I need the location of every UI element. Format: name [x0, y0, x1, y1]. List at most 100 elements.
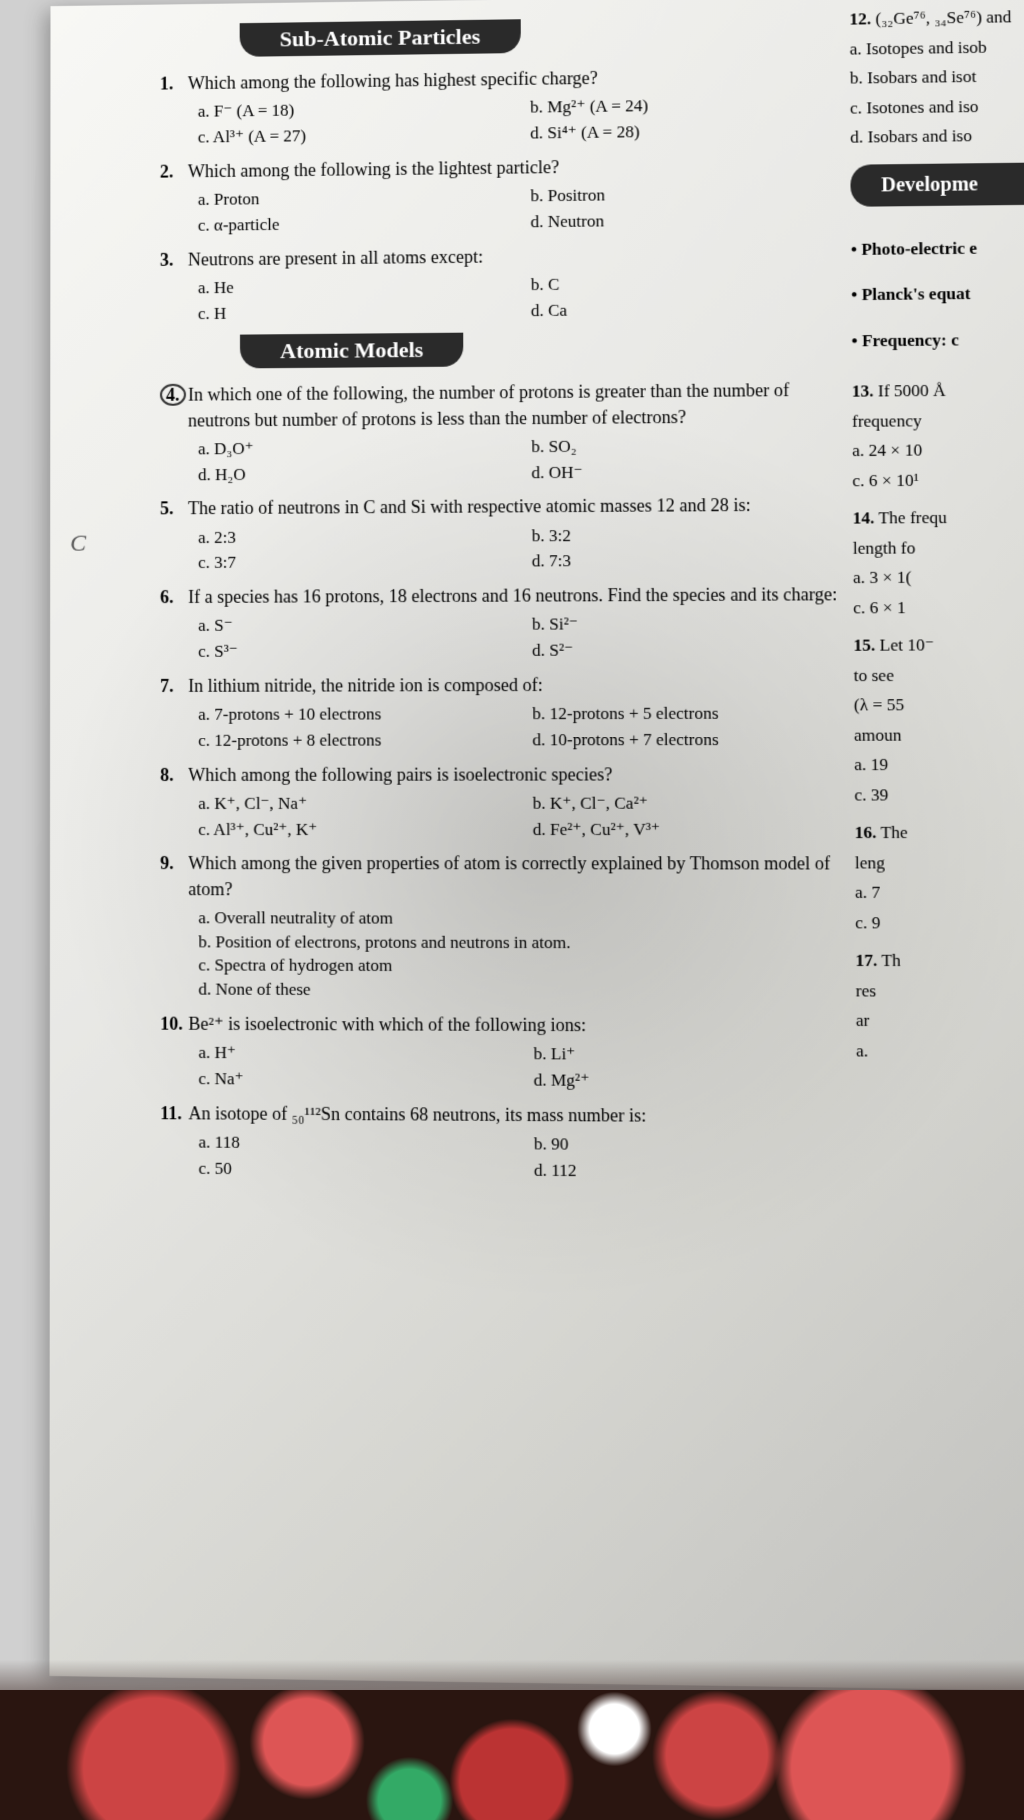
option-a: a. 118 — [198, 1130, 513, 1156]
question-17: 17. Th — [855, 948, 1024, 974]
option-d: d. S²⁻ — [532, 638, 849, 663]
q-text: Which among the given properties of atom… — [188, 851, 851, 902]
question-7: 7. In lithium nitride, the nitride ion i… — [160, 672, 850, 753]
question-6: 6. If a species has 16 protons, 18 elect… — [160, 582, 849, 664]
option-d: d. None of these — [198, 978, 851, 1004]
option-b: b. Si²⁻ — [532, 612, 849, 637]
q-text: Neutrons are present in all atoms except… — [188, 241, 847, 273]
option-a: a. S⁻ — [198, 613, 512, 638]
option-d: d. Ca — [531, 296, 847, 323]
q-number: 9. — [160, 851, 188, 1001]
option-a: a. Proton — [198, 185, 510, 212]
option-a: a. D₃O⁺ — [198, 435, 511, 461]
option-b: b. C — [531, 270, 847, 297]
question-10: 10. Be²⁺ is isoelectronic with which of … — [160, 1012, 852, 1094]
option-a: a. Overall neutrality of atom — [198, 906, 851, 931]
q15-sub3: amoun — [854, 722, 1024, 748]
q15-opt-c: c. 39 — [854, 782, 1024, 808]
q-number: 3. — [160, 247, 188, 325]
q17-sub: res — [856, 978, 1024, 1004]
bullet-photoelectric: • Photo-electric e — [851, 234, 1024, 261]
option-c: c. S³⁻ — [198, 639, 512, 664]
option-a: a. F⁻ (A = 18) — [198, 96, 510, 124]
option-d: d. Fe²⁺, Cu²⁺, V³⁺ — [533, 817, 851, 841]
option-d1: d. H₂O — [198, 461, 511, 487]
margin-annotation: C — [70, 531, 86, 558]
q12-opt-d: d. Isobars and iso — [850, 122, 1024, 150]
q14-opt-c: c. 6 × 1 — [853, 594, 1024, 621]
q-text: Which among the following has highest sp… — [188, 63, 846, 97]
q16-sub: leng — [855, 850, 1024, 876]
option-c: c. Na⁺ — [198, 1067, 513, 1092]
question-3: 3. Neutrons are present in all atoms exc… — [160, 241, 847, 326]
q13-opt-a: a. 24 × 10 — [852, 437, 1024, 464]
option-c: c. α-particle — [198, 210, 510, 237]
option-b: b. SO₂ — [531, 433, 848, 459]
option-d: d. Si⁴⁺ (A = 28) — [530, 118, 846, 146]
option-c: c. Al³⁺ (A = 27) — [198, 122, 510, 149]
question-2: 2. Which among the following is the ligh… — [160, 152, 847, 238]
option-b: b. 12-protons + 5 electrons — [532, 701, 850, 726]
main-column: Sub-Atomic Particles 1. Which among the … — [160, 15, 853, 1185]
option-c: c. 3:7 — [198, 550, 511, 575]
q-number: 10. — [160, 1012, 188, 1091]
question-4: 4. In which one of the following, the nu… — [160, 378, 848, 487]
q12-opt-b: b. Isobars and isot — [850, 63, 1024, 91]
option-d: d. 10-protons + 7 electrons — [532, 727, 850, 752]
bullet-planck: • Planck's equat — [851, 280, 1024, 307]
option-b: b. Position of electrons, protons and ne… — [198, 930, 851, 955]
option-a: a. 2:3 — [198, 524, 511, 549]
question-12: 12. (₃₂Ge⁷⁶, ₃₄Se⁷⁶) and — [849, 4, 1024, 32]
q13-opt-c: c. 6 × 10¹ — [852, 466, 1024, 493]
option-b: b. 3:2 — [532, 522, 849, 548]
q-number: 6. — [160, 585, 188, 664]
option-c: c. 12-protons + 8 electrons — [198, 728, 512, 752]
option-b: b. K⁺, Cl⁻, Ca²⁺ — [533, 791, 851, 815]
option-c: c. H — [198, 299, 511, 326]
q17-sub2: ar — [856, 1008, 1024, 1035]
section-header-subatomic: Sub-Atomic Particles — [240, 19, 521, 57]
question-15: 15. Let 10⁻ — [853, 632, 1024, 658]
section-header-atomic-models: Atomic Models — [240, 333, 464, 369]
q13-sub: frequency — [852, 407, 1024, 434]
q-number: 8. — [160, 763, 188, 842]
question-9: 9. Which among the given properties of a… — [160, 851, 851, 1003]
option-d: d. Neutron — [530, 207, 846, 234]
q-number: 7. — [160, 674, 188, 753]
worksheet-page: C Sub-Atomic Particles 1. Which among th… — [49, 0, 1024, 1691]
question-14: 14. The frequ — [853, 504, 1024, 531]
q15-sub2: (λ = 55 — [854, 692, 1024, 718]
section-header-development: Developme — [850, 162, 1024, 206]
option-b: b. Mg²⁺ (A = 24) — [530, 92, 846, 120]
option-d: d. 112 — [534, 1158, 853, 1184]
q-text: In lithium nitride, the nitride ion is c… — [188, 672, 850, 699]
option-b: b. 90 — [534, 1132, 853, 1158]
option-c: c. Al³⁺, Cu²⁺, K⁺ — [198, 818, 512, 842]
question-5: 5. The ratio of neutrons in C and Si wit… — [160, 493, 849, 576]
q-number: 1. — [160, 71, 188, 149]
q-text: The ratio of neutrons in C and Si with r… — [188, 493, 848, 522]
bullet-frequency: • Frequency: c — [851, 326, 1024, 353]
option-c: c. Spectra of hydrogen atom — [198, 954, 851, 980]
q-text: If a species has 16 protons, 18 electron… — [188, 582, 849, 610]
option-d: d. 7:3 — [532, 548, 849, 573]
q-number: 11. — [160, 1101, 188, 1181]
option-a: a. He — [198, 273, 511, 300]
q14-opt-a: a. 3 × 1( — [853, 564, 1024, 591]
question-1: 1. Which among the following has highest… — [160, 63, 846, 150]
option-a: a. H⁺ — [198, 1041, 513, 1066]
q16-opt-a: a. 7 — [855, 880, 1024, 906]
q-number: 4. — [160, 383, 188, 487]
q-text: Which among the following is the lightes… — [188, 152, 847, 185]
q-number: 5. — [160, 497, 188, 576]
q15-sub: to see — [854, 662, 1024, 688]
question-8: 8. Which among the following pairs is is… — [160, 762, 850, 842]
question-16: 16. The — [855, 820, 1024, 846]
q-text: Be²⁺ is isoelectronic with which of the … — [188, 1012, 852, 1040]
question-13: 13. If 5000 Å — [852, 377, 1024, 404]
q17-sub3: a. — [856, 1038, 1024, 1065]
q-text: In which one of the following, the numbe… — [188, 378, 848, 433]
q-text: An isotope of ₅₀¹¹²Sn contains 68 neutro… — [188, 1101, 852, 1130]
option-b: b. Li⁺ — [533, 1042, 852, 1067]
option-d2: d. OH⁻ — [531, 459, 848, 485]
